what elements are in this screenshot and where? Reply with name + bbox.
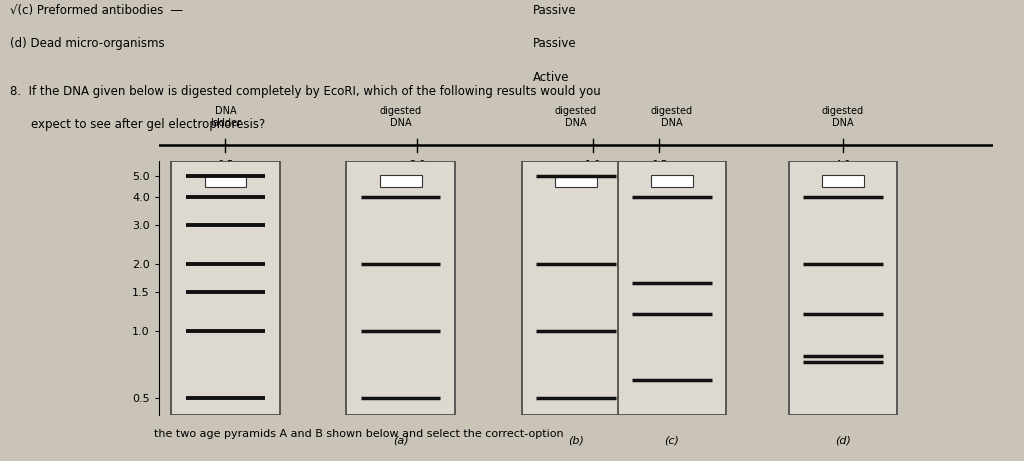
Text: (b): (b) [568,435,584,445]
Text: Passive: Passive [532,4,577,17]
Text: digested
DNA: digested DNA [651,106,693,129]
Bar [822,175,864,187]
Text: 2.0: 2.0 [410,160,426,170]
Text: (d): (d) [836,435,851,445]
Text: 8.  If the DNA given below is digested completely by EcoRI, which of the followi: 8. If the DNA given below is digested co… [10,85,601,98]
Bar [522,161,630,415]
Text: (a): (a) [393,435,409,445]
Text: expect to see after gel electrophoresis?: expect to see after gel electrophoresis? [31,118,265,130]
Text: (d) Dead micro-organisms: (d) Dead micro-organisms [10,37,165,50]
Bar [788,161,897,415]
Bar [171,161,280,415]
Text: digested
DNA: digested DNA [822,106,864,129]
Bar [346,161,455,415]
Text: 4.0: 4.0 [835,160,851,170]
Bar [380,175,422,187]
Bar [555,175,597,187]
Text: (c): (c) [665,435,679,445]
Text: 0.5: 0.5 [217,160,233,170]
Text: 0.5: 0.5 [651,160,668,170]
Text: Passive: Passive [532,37,577,50]
Text: digested
DNA: digested DNA [555,106,597,129]
Text: the two age pyramids A and B shown below and select the correct-option: the two age pyramids A and B shown below… [154,429,563,439]
Bar [617,161,726,415]
Text: Active: Active [532,71,569,83]
Text: √(c) Preformed antibodies  ―: √(c) Preformed antibodies ― [10,4,183,17]
Bar [205,175,247,187]
Text: DNA
ladder: DNA ladder [210,106,241,129]
Text: 1.0: 1.0 [585,160,601,170]
Text: digested
DNA: digested DNA [380,106,422,129]
Bar [651,175,693,187]
